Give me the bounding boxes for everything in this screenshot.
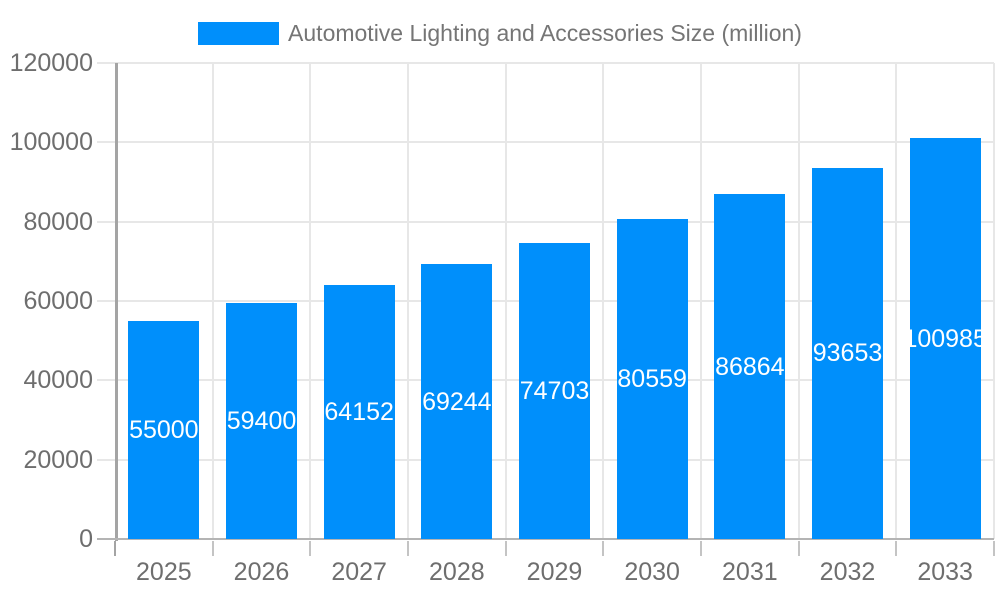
y-axis-tick-label: 20000 — [23, 445, 93, 474]
bar-value-label: 74703 — [519, 376, 590, 405]
x-axis-tick — [993, 541, 995, 556]
y-axis-tick-label: 80000 — [23, 207, 93, 236]
bar-value-label: 93653 — [812, 339, 883, 368]
x-gridline — [407, 63, 409, 539]
bar[interactable]: 93653 — [812, 167, 883, 539]
legend[interactable]: Automotive Lighting and Accessories Size… — [0, 12, 1000, 54]
y-axis-tick-label: 0 — [79, 525, 93, 553]
bar-value-label: 59400 — [226, 407, 297, 436]
x-axis-tick — [602, 541, 605, 556]
bar[interactable]: 74703 — [519, 242, 590, 539]
legend-swatch — [198, 21, 280, 45]
y-axis-tick-label: 60000 — [23, 287, 93, 315]
bar[interactable]: 69244 — [421, 264, 493, 539]
bar[interactable]: 59400 — [226, 303, 297, 539]
x-axis-tick — [309, 541, 312, 556]
x-axis-tick-label: 2026 — [233, 558, 290, 586]
x-axis-tick-label: 2025 — [136, 558, 192, 586]
x-axis-tick-label: 2032 — [819, 558, 876, 586]
y-gridline — [97, 220, 994, 223]
x-gridline — [309, 63, 312, 539]
x-axis-line — [97, 538, 994, 540]
x-gridline — [504, 63, 507, 539]
y-axis-tick-label: 40000 — [23, 366, 93, 395]
x-axis-tick-label: 2029 — [526, 558, 583, 586]
x-gridline — [993, 63, 995, 539]
x-axis-tick — [407, 541, 409, 556]
y-gridline — [97, 141, 994, 144]
x-axis-tick — [797, 541, 800, 556]
bar[interactable]: 64152 — [323, 284, 395, 539]
legend-label: Automotive Lighting and Accessories Size… — [288, 20, 802, 46]
x-axis-tick-label: 2031 — [722, 558, 778, 586]
y-axis-line — [115, 63, 118, 541]
x-gridline — [797, 63, 800, 539]
x-axis-tick-label: 2033 — [917, 558, 973, 586]
bar-value-label: 80559 — [617, 365, 687, 394]
y-axis-tick-label: 100000 — [9, 128, 93, 157]
bar-value-label: 86864 — [715, 352, 785, 381]
x-axis-tick — [114, 541, 116, 556]
x-axis-tick-label: 2030 — [624, 558, 680, 586]
y-gridline — [97, 62, 994, 64]
x-gridline — [602, 63, 605, 539]
bar[interactable]: 100985 — [903, 138, 987, 539]
x-axis-tick — [895, 541, 898, 556]
bar-value-label: 100985 — [903, 324, 987, 353]
bar-value-label: 69244 — [422, 387, 492, 416]
x-axis-tick — [504, 541, 507, 556]
x-axis-tick — [700, 541, 702, 556]
x-axis-tick-label: 2028 — [429, 558, 485, 586]
bar-value-label: 64152 — [324, 397, 394, 426]
x-gridline — [211, 63, 214, 539]
bar[interactable]: 80559 — [616, 219, 688, 539]
x-axis-tick — [211, 541, 214, 556]
x-gridline — [895, 63, 898, 539]
y-axis-tick-label: 120000 — [9, 49, 93, 77]
x-gridline — [700, 63, 702, 539]
bar-value-label: 55000 — [129, 415, 199, 444]
bar[interactable]: 55000 — [128, 320, 200, 539]
bar[interactable]: 86864 — [714, 194, 786, 539]
x-axis-tick-label: 2027 — [331, 558, 387, 586]
